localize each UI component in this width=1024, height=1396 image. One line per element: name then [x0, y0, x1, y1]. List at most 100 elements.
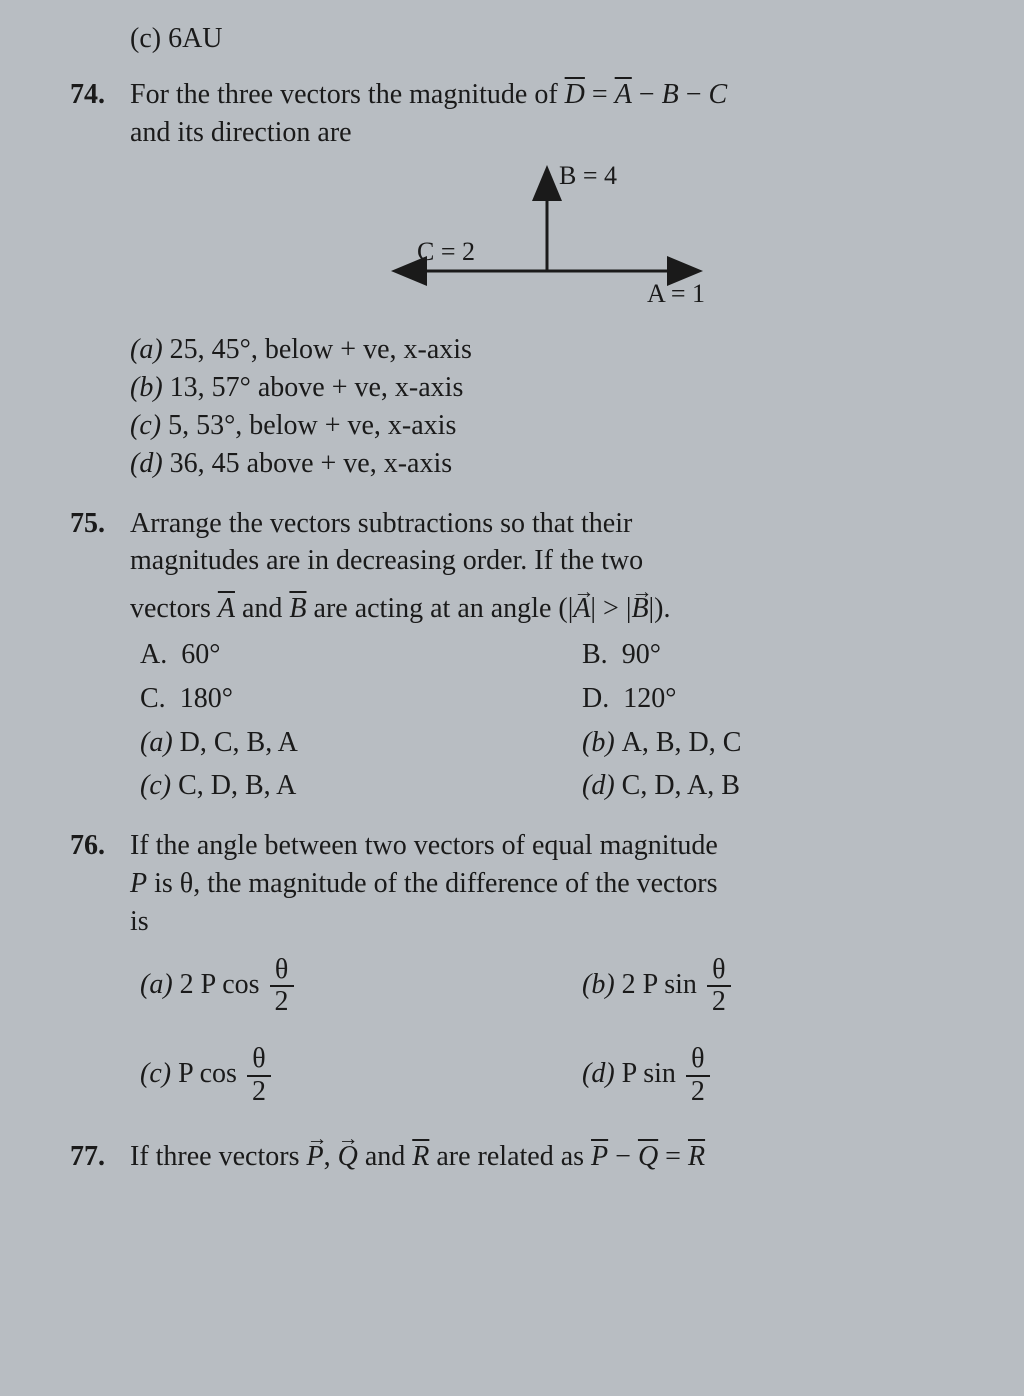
q75-l3b: and [235, 593, 289, 624]
q76-d-fn: sin [643, 1058, 676, 1089]
q75-angB-val: 90° [622, 639, 661, 670]
q77-eqQ: Q [638, 1141, 658, 1172]
q75-a-text: D, C, B, A [180, 727, 298, 758]
q75-vecA2: A [573, 590, 590, 628]
opt-letter: (a) [130, 334, 170, 365]
q76-a-fn: cos [222, 969, 259, 1000]
q75-opt-b: (b) A, B, D, C [582, 724, 964, 762]
q76-opt-c: (c) P cos θ2 [140, 1044, 522, 1108]
q76-a-den: 2 [270, 987, 294, 1018]
q77-eqP: P [591, 1141, 608, 1172]
vector-diagram: B = 4 C = 2 A = 1 [357, 156, 737, 326]
opt-letter: (b) [130, 372, 170, 403]
fraction: θ2 [247, 1044, 271, 1108]
opt-letter: (a) [140, 727, 180, 758]
diagram-label-C: C = 2 [417, 234, 475, 269]
fraction: θ2 [686, 1044, 710, 1108]
question-77: 77.If three vectors P, Q and R are relat… [130, 1138, 964, 1176]
q76-P: P [130, 868, 147, 899]
opt-letter: (b) [582, 969, 622, 1000]
q76-opt-d: (d) P sin θ2 [582, 1044, 964, 1108]
q75-d-text: C, D, A, B [622, 770, 740, 801]
q75-opt-c: (c) C, D, B, A [140, 767, 522, 805]
q75-vecB2: B [631, 590, 648, 628]
q76-d-coef: P [622, 1058, 637, 1089]
q74-text1: For the three vectors the magnitude of [130, 79, 565, 110]
q75-angle-D: D. 120° [582, 680, 964, 718]
q74-opt-d: (d) 36, 45 above + ve, x-axis [130, 445, 964, 483]
prev-option-text: (c) 6AU [130, 23, 223, 54]
q74-D: D [565, 79, 585, 110]
q74-d-text: 36, 45 above + ve, x-axis [170, 448, 453, 479]
q76-number: 76. [70, 827, 130, 865]
page-content: (c) 6AU 74.For the three vectors the mag… [0, 0, 1024, 1218]
q77-number: 77. [70, 1138, 130, 1176]
q74-B: B [662, 79, 679, 110]
q75-vecA: A [218, 593, 235, 624]
diagram-label-B: B = 4 [559, 158, 617, 193]
q75-b-text: A, B, D, C [622, 727, 742, 758]
opt-letter: (d) [130, 448, 170, 479]
q76-line1: If the angle between two vectors of equa… [130, 830, 718, 861]
q75-angle-B: B. 90° [582, 636, 964, 674]
q77-P: P [306, 1138, 323, 1176]
q75-l3c: are acting at an angle (| [307, 593, 574, 624]
q76-c-fn: cos [200, 1058, 237, 1089]
q75-opt-d: (d) C, D, A, B [582, 767, 964, 805]
opt-letter: (b) [582, 727, 622, 758]
partial-previous-option: (c) 6AU [130, 20, 964, 58]
q76-opt-b: (b) 2 P sin θ2 [582, 955, 964, 1019]
q76-opt-a: (a) 2 P cos θ2 [140, 955, 522, 1019]
q75-options: (a) D, C, B, A (b) A, B, D, C (c) C, D, … [130, 724, 964, 806]
q75-angle-C: C. 180° [140, 680, 522, 718]
q76-d-num: θ [686, 1044, 710, 1077]
fraction: θ2 [270, 955, 294, 1019]
q74-a-text: 25, 45°, below + ve, x-axis [170, 334, 472, 365]
q75-number: 75. [70, 505, 130, 543]
q75-line3: vectors A and B are acting at an angle (… [130, 590, 964, 628]
q75-l3d: | > | [590, 593, 631, 624]
q74-opt-a: (a) 25, 45°, below + ve, x-axis [130, 331, 964, 369]
q77-minus: − [608, 1141, 638, 1172]
q76-a-num: θ [270, 955, 294, 988]
q77-tc: and [358, 1141, 412, 1172]
q74-C: C [709, 79, 728, 110]
q74-eq: = [585, 79, 615, 110]
q75-angA-val: 60° [181, 639, 220, 670]
q76-a-coef: 2 P [180, 969, 216, 1000]
q77-ta: If three vectors [130, 1141, 306, 1172]
q75-l3a: vectors [130, 593, 218, 624]
opt-letter: (c) [130, 410, 168, 441]
q75-angle-A: A. 60° [140, 636, 522, 674]
q74-A: A [615, 79, 632, 110]
question-75: 75.Arrange the vectors subtractions so t… [130, 505, 964, 806]
q74-text2: and its direction are [130, 114, 964, 152]
q75-angles: A. 60° B. 90° C. 180° D. 120° [130, 636, 964, 718]
opt-letter: (c) [140, 1058, 178, 1089]
q75-c-text: C, D, B, A [178, 770, 296, 801]
q74-b-text: 13, 57° above + ve, x-axis [170, 372, 464, 403]
q76-l2b: is θ, the magnitude of the difference of… [147, 868, 717, 899]
q74-number: 74. [70, 76, 130, 114]
q77-eqR: R [688, 1141, 705, 1172]
q74-options: (a) 25, 45°, below + ve, x-axis (b) 13, … [130, 331, 964, 482]
opt-letter: (d) [582, 1058, 622, 1089]
opt-letter: (d) [582, 770, 622, 801]
q77-eq: = [658, 1141, 688, 1172]
q74-opt-c: (c) 5, 53°, below + ve, x-axis [130, 407, 964, 445]
q74-minus1: − [632, 79, 662, 110]
q76-b-fn: sin [664, 969, 697, 1000]
q76-line3: is [130, 903, 964, 941]
q77-Q: Q [338, 1138, 358, 1176]
q76-c-num: θ [247, 1044, 271, 1077]
q76-b-coef: 2 P [622, 969, 658, 1000]
q76-d-den: 2 [686, 1077, 710, 1108]
opt-letter: (a) [140, 969, 180, 1000]
q77-td: are related as [429, 1141, 591, 1172]
question-76: 76.If the angle between two vectors of e… [130, 827, 964, 1108]
q77-R: R [412, 1141, 429, 1172]
q74-opt-b: (b) 13, 57° above + ve, x-axis [130, 369, 964, 407]
q75-angD-val: 120° [623, 683, 676, 714]
diagram-label-A: A = 1 [647, 276, 705, 311]
q74-minus2: − [679, 79, 709, 110]
